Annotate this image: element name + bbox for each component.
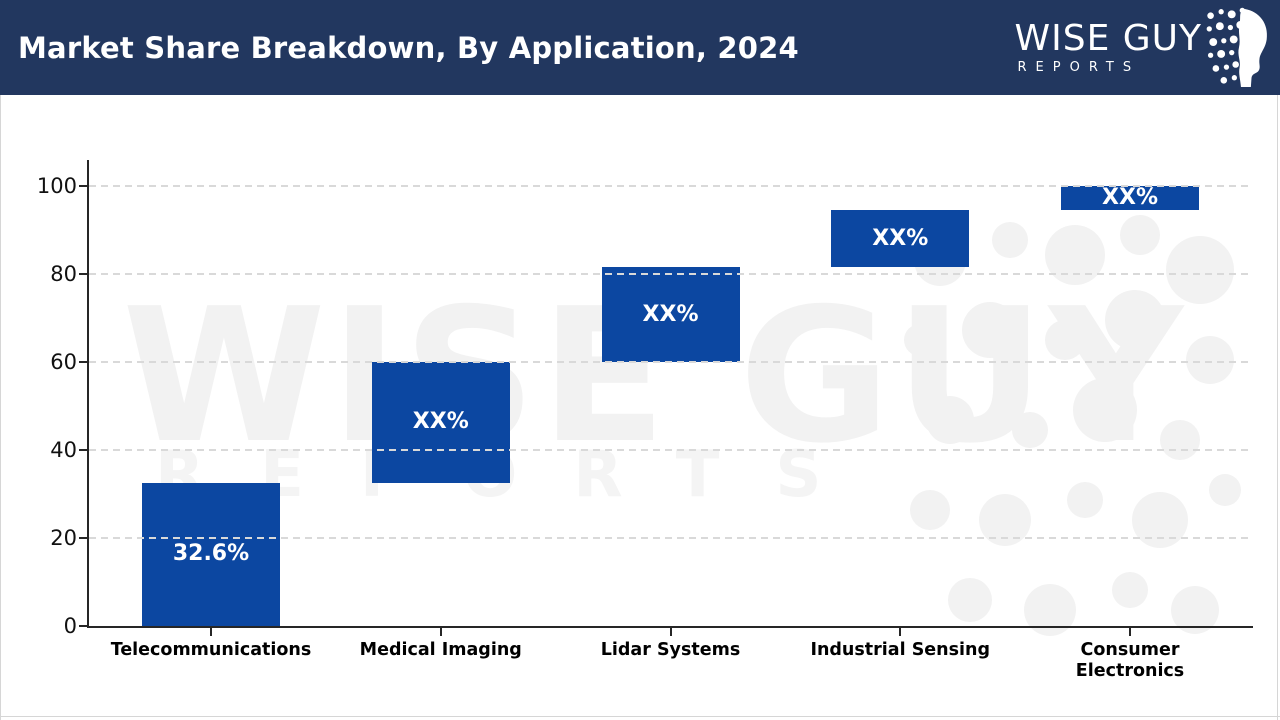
- bar-label-2: XX%: [412, 409, 469, 435]
- y-tick-label: 20: [50, 526, 77, 550]
- bar-1: [142, 482, 280, 626]
- x-category-label-3: Lidar Systems: [600, 640, 741, 660]
- x-category-label-4: Industrial Sensing: [810, 640, 991, 660]
- x-category-label-1: Telecommunications: [110, 640, 312, 660]
- bar-label-1: 32.6%: [172, 541, 250, 567]
- y-tick-mark: [79, 449, 88, 451]
- x-category-label-5: Consumer Electronics: [1075, 640, 1185, 681]
- bar-5: [1061, 186, 1199, 211]
- x-tick-mark: [439, 627, 442, 636]
- brand-head-icon: [1206, 7, 1267, 87]
- x-category-label-2: Medical Imaging: [359, 640, 522, 660]
- watermark-head-dots: [904, 215, 1241, 636]
- bar-label-5: XX%: [1102, 185, 1158, 211]
- bar-2: [371, 362, 510, 483]
- y-tick-label: 40: [50, 438, 77, 462]
- header-bar: Market Share Breakdown, By Application, …: [0, 0, 1280, 95]
- gridline-60: [89, 361, 1253, 363]
- y-axis-line: [87, 160, 89, 628]
- y-tick-mark: [79, 273, 88, 275]
- brand-logo: WISE GUY REPORTS: [1015, 6, 1280, 90]
- gridline-20: [89, 537, 1253, 539]
- y-tick-label: 80: [50, 262, 77, 286]
- bar-label-4: XX%: [872, 225, 929, 251]
- y-tick-mark: [79, 625, 88, 627]
- y-tick-label: 100: [36, 174, 77, 198]
- figure-border-left: [0, 95, 1, 720]
- y-tick-mark: [79, 185, 88, 187]
- x-tick-mark: [1129, 627, 1131, 636]
- x-tick-mark: [210, 627, 212, 636]
- page-title: Market Share Breakdown, By Application, …: [18, 30, 799, 65]
- gridline-80: [89, 273, 1253, 275]
- x-axis-line: [87, 626, 1253, 628]
- brand-logo-reports-text: REPORTS: [1017, 60, 1141, 75]
- y-tick-mark: [79, 537, 88, 539]
- figure-border-bottom: [0, 716, 1280, 717]
- bar-3: [601, 267, 740, 362]
- brand-logo-wiseguy-text: WISE GUY: [1014, 18, 1202, 59]
- y-tick-mark: [79, 361, 88, 363]
- y-tick-label: 0: [63, 614, 77, 638]
- y-tick-label: 60: [50, 350, 77, 374]
- x-tick-mark: [669, 627, 672, 636]
- gridline-100: [89, 185, 1253, 187]
- gridline-40: [89, 449, 1253, 451]
- x-tick-mark: [899, 627, 902, 636]
- figure-border-right: [1277, 95, 1278, 720]
- bar-label-3: XX%: [642, 301, 699, 327]
